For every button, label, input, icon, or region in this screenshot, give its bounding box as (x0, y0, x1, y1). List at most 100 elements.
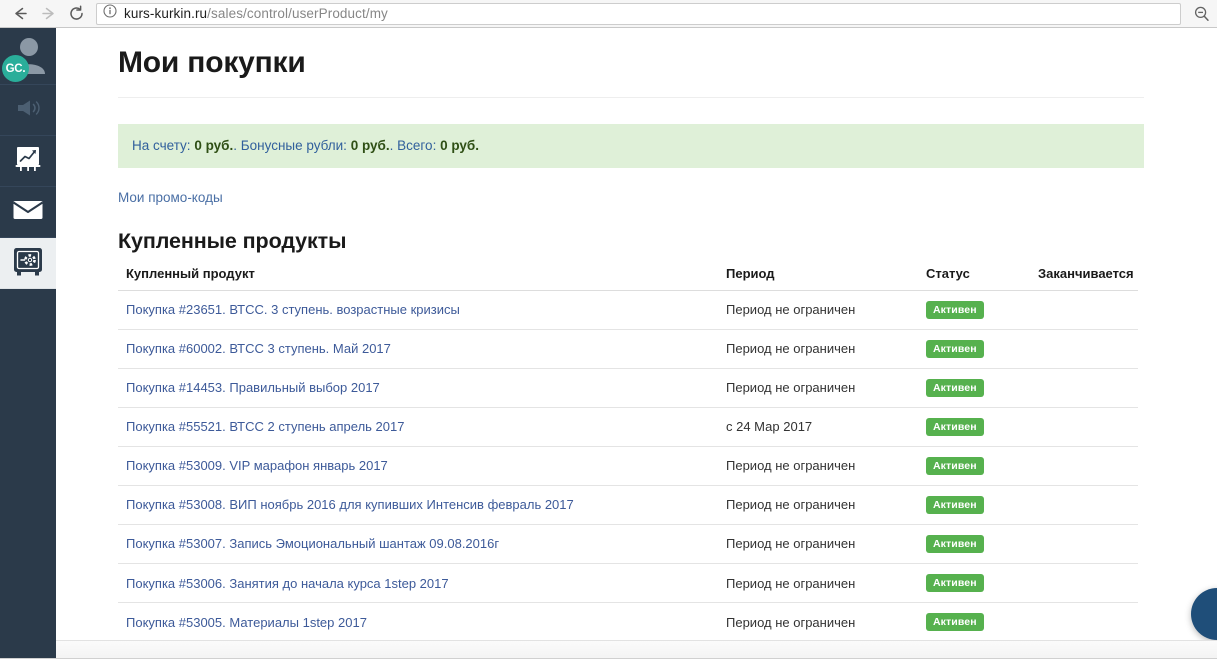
product-link[interactable]: Покупка #55521. ВТСС 2 ступень апрель 20… (126, 419, 405, 435)
safe-vault-icon (11, 245, 45, 282)
cell-ends (1030, 485, 1138, 525)
sidebar-footer (0, 640, 56, 658)
cell-period: Период не ограничен (718, 485, 918, 525)
bonus-balance-value: 0 руб. (350, 138, 390, 153)
cell-period: Период не ограничен (718, 368, 918, 408)
cell-period: Период не ограничен (718, 524, 918, 564)
cell-product: Покупка #55521. ВТСС 2 ступень апрель 20… (118, 407, 718, 447)
cell-ends (1030, 290, 1138, 330)
table-header-row: Купленный продукт Период Статус Заканчив… (118, 265, 1138, 291)
column-header-product: Купленный продукт (118, 265, 718, 291)
sidebar-item-profile[interactable]: GC. (0, 28, 56, 85)
product-link[interactable]: Покупка #53006. Занятия до начала курса … (126, 575, 449, 591)
cell-status: Активен (918, 290, 1030, 330)
table-row: Покупка #23651. ВТСС. 3 ступень. возраст… (118, 290, 1138, 330)
table-row: Покупка #55521. ВТСС 2 ступень апрель 20… (118, 407, 1138, 447)
cell-product: Покупка #53006. Занятия до начала курса … (118, 563, 718, 604)
bonus-balance-label: Бонусные рубли: (240, 138, 347, 153)
status-badge: Активен (926, 378, 984, 397)
avatar-initials-badge: GC. (2, 55, 29, 82)
cell-product: Покупка #53008. ВИП ноябрь 2016 для купи… (118, 485, 718, 525)
status-badge: Активен (926, 456, 984, 475)
cell-ends (1030, 407, 1138, 447)
cell-period: Период не ограничен (718, 602, 918, 640)
account-balance-value: 0 руб. (194, 138, 234, 153)
status-badge: Активен (926, 339, 984, 358)
cell-product: Покупка #53009. VIP марафон январь 2017 (118, 446, 718, 486)
forward-arrow-icon[interactable] (34, 0, 62, 28)
status-badge: Активен (926, 573, 984, 593)
purchased-products-table: Купленный продукт Период Статус Заканчив… (118, 265, 1138, 640)
cell-product: Покупка #53005. Материалы 1step 2017 (118, 602, 718, 640)
cell-status: Активен (918, 446, 1030, 486)
page-title: Мои покупки (118, 28, 1144, 98)
url-host: kurs-kurkin.ru (124, 6, 208, 21)
sidebar-item-purchases[interactable] (0, 238, 56, 289)
status-badge: Активен (926, 495, 984, 514)
sidebar: GC. (0, 28, 56, 658)
product-link[interactable]: Покупка #23651. ВТСС. 3 ступень. возраст… (126, 302, 460, 318)
url-path: /sales/control/userProduct/my (207, 6, 388, 21)
account-balance-label: На счету: (132, 138, 191, 153)
product-link[interactable]: Покупка #53008. ВИП ноябрь 2016 для купи… (126, 497, 574, 513)
column-header-status: Статус (918, 265, 1030, 291)
status-badge: Активен (926, 417, 984, 436)
my-promo-codes-link[interactable]: Мои промо-коды (118, 189, 223, 205)
product-link[interactable]: Покупка #14453. Правильный выбор 2017 (126, 380, 380, 396)
cell-ends (1030, 524, 1138, 564)
window-bottom-edge (0, 658, 1217, 668)
table-row: Покупка #53005. Материалы 1step 2017 Пери… (118, 602, 1138, 640)
content-column: Мои покупки На счету: 0 руб.. Бонусные р… (118, 28, 1144, 640)
magnifier-icon[interactable] (1187, 0, 1217, 28)
table-row: Покупка #53006. Занятия до начала курса … (118, 563, 1138, 604)
table-body: Покупка #23651. ВТСС. 3 ступень. возраст… (118, 290, 1138, 640)
status-badge: Активен (926, 534, 984, 553)
envelope-icon (12, 198, 44, 227)
sidebar-item-messages[interactable] (0, 187, 56, 238)
cell-status: Активен (918, 485, 1030, 525)
cell-ends (1030, 329, 1138, 369)
purchased-products-heading: Купленные продукты (118, 228, 347, 253)
product-link[interactable]: Покупка #60002. ВТСС 3 ступень. Май 2017 (126, 341, 391, 357)
reload-icon[interactable] (62, 0, 90, 28)
product-link[interactable]: Покупка #53007. Запись Эмоциональный шан… (126, 536, 500, 552)
table-row: Покупка #53009. VIP марафон январь 2017 П… (118, 446, 1138, 486)
product-link[interactable]: Покупка #53005. Материалы 1step 2017 (126, 614, 367, 630)
sep-2: . (389, 138, 394, 153)
cell-ends (1030, 602, 1138, 640)
total-balance-value: 0 руб. (440, 138, 480, 153)
cell-period: Период не ограничен (718, 290, 918, 330)
cell-product: Покупка #60002. ВТСС 3 ступень. Май 2017 (118, 329, 718, 369)
presentation-chart-icon (13, 145, 43, 178)
cell-status: Активен (918, 563, 1030, 604)
balance-alert: На счету: 0 руб.. Бонусные рубли: 0 руб.… (118, 124, 1144, 168)
table-row: Покупка #14453. Правильный выбор 2017 Пер… (118, 368, 1138, 408)
column-header-ends: Заканчивается (1030, 265, 1138, 291)
cell-ends (1030, 446, 1138, 486)
sidebar-item-courses[interactable] (0, 136, 56, 187)
cell-ends (1030, 563, 1138, 604)
product-link[interactable]: Покупка #53009. VIP марафон январь 2017 (126, 458, 388, 474)
cell-status: Активен (918, 407, 1030, 447)
back-arrow-icon[interactable] (6, 0, 34, 28)
status-badge: Активен (926, 300, 984, 319)
cell-product: Покупка #14453. Правильный выбор 2017 (118, 368, 718, 408)
cell-product: Покупка #23651. ВТСС. 3 ступень. возраст… (118, 290, 718, 330)
column-header-period: Период (718, 265, 918, 291)
sep-1: . (233, 138, 238, 153)
cell-status: Активен (918, 602, 1030, 640)
address-bar[interactable]: kurs-kurkin.ru/sales/control/userProduct… (96, 2, 1181, 25)
table-row: Покупка #60002. ВТСС 3 ступень. Май 2017… (118, 329, 1138, 369)
browser-toolbar: kurs-kurkin.ru/sales/control/userProduct… (0, 0, 1217, 28)
cell-status: Активен (918, 368, 1030, 408)
megaphone-icon (14, 98, 42, 123)
cell-ends (1030, 368, 1138, 408)
cell-period: Период не ограничен (718, 329, 918, 369)
table-row: Покупка #53008. ВИП ноябрь 2016 для купи… (118, 485, 1138, 525)
sidebar-item-announcements[interactable] (0, 85, 56, 136)
cell-period: Период не ограничен (718, 563, 918, 604)
page-body: Мои покупки На счету: 0 руб.. Бонусные р… (56, 28, 1217, 640)
status-badge: Активен (926, 613, 984, 632)
table-row: Покупка #53007. Запись Эмоциональный шан… (118, 524, 1138, 564)
info-circle-icon[interactable] (103, 4, 117, 23)
